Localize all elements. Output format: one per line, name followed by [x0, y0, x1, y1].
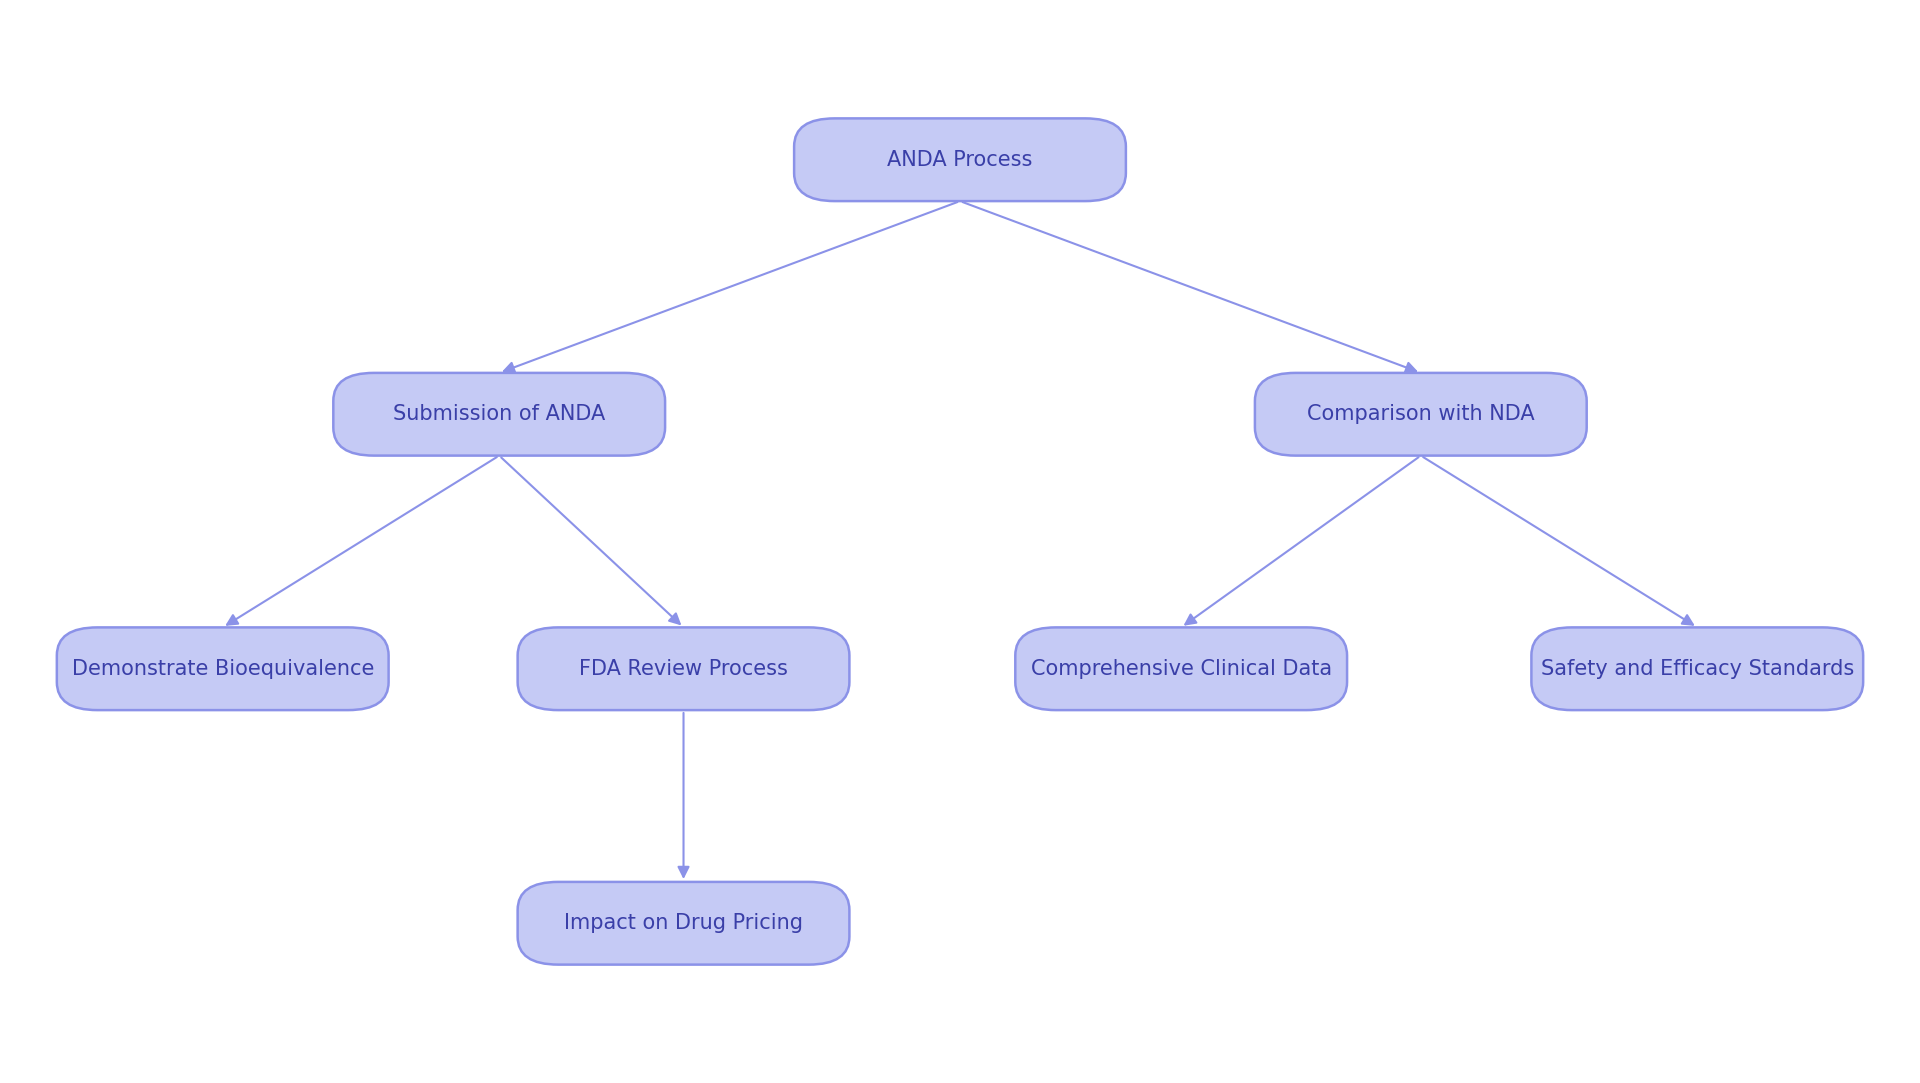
Text: Submission of ANDA: Submission of ANDA: [394, 404, 605, 425]
FancyBboxPatch shape: [58, 627, 388, 710]
FancyBboxPatch shape: [1532, 627, 1862, 710]
Text: FDA Review Process: FDA Review Process: [580, 658, 787, 679]
Text: Safety and Efficacy Standards: Safety and Efficacy Standards: [1540, 658, 1855, 679]
FancyBboxPatch shape: [1256, 373, 1586, 456]
FancyBboxPatch shape: [518, 882, 849, 965]
FancyBboxPatch shape: [795, 118, 1125, 201]
Text: Demonstrate Bioequivalence: Demonstrate Bioequivalence: [71, 658, 374, 679]
Text: Comprehensive Clinical Data: Comprehensive Clinical Data: [1031, 658, 1332, 679]
Text: Impact on Drug Pricing: Impact on Drug Pricing: [564, 913, 803, 934]
FancyBboxPatch shape: [334, 373, 664, 456]
FancyBboxPatch shape: [518, 627, 849, 710]
FancyBboxPatch shape: [1016, 627, 1348, 710]
Text: ANDA Process: ANDA Process: [887, 149, 1033, 170]
Text: Comparison with NDA: Comparison with NDA: [1308, 404, 1534, 425]
